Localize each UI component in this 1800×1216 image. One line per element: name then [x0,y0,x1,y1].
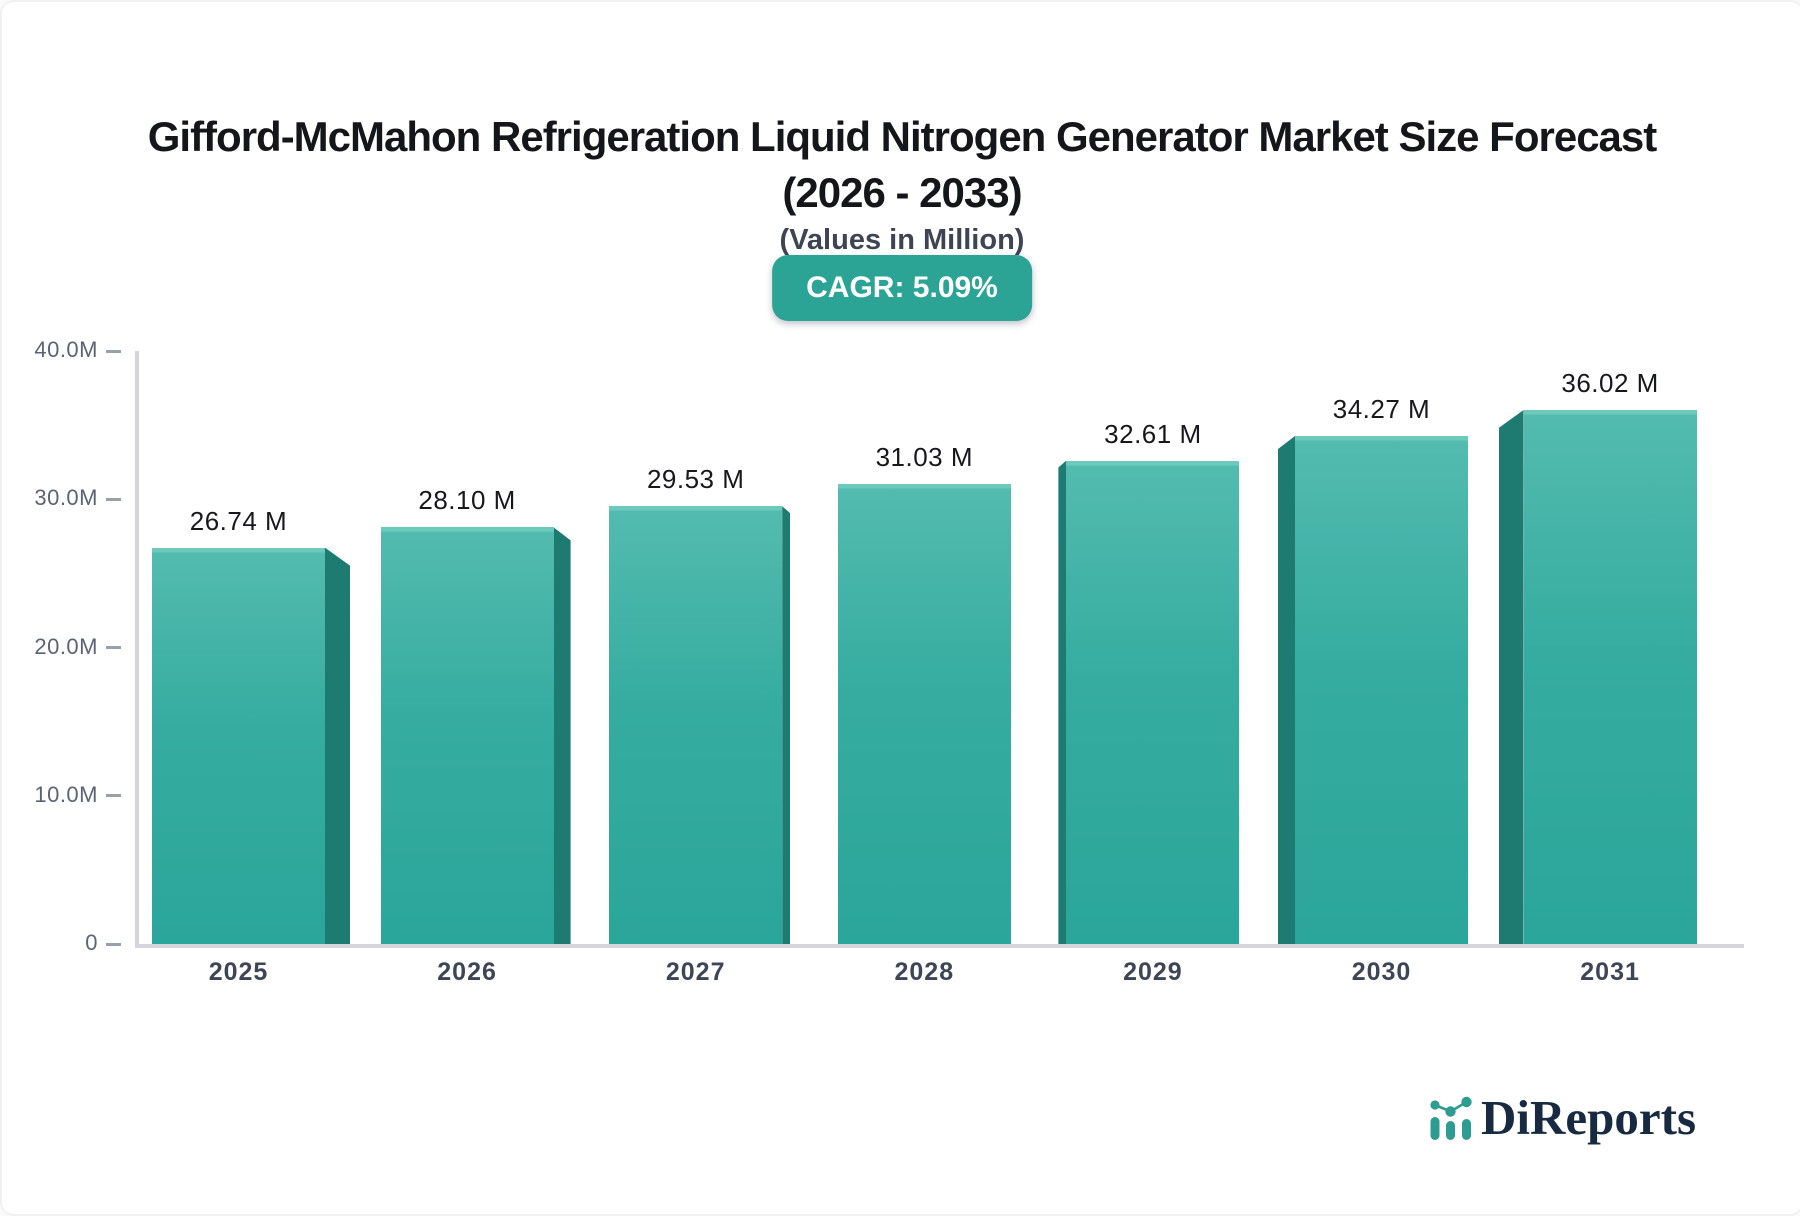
bar-side-face [1058,460,1067,944]
bar [1066,460,1240,944]
bar-side-face [325,547,350,944]
x-axis-label: 2028 [894,958,955,986]
x-axis-label: 2027 [665,958,726,986]
bar-value-label: 31.03 M [875,441,974,472]
y-tick-label: 0 [85,930,98,955]
bar [837,483,1011,944]
page-title-line2: (2026 - 2033) [782,169,1022,216]
y-tick-mark [106,942,121,946]
x-axis-label: 2031 [1580,958,1640,986]
x-axis-label: 2025 [208,958,269,986]
x-axis-label: 2030 [1351,958,1412,986]
y-tick-mark [106,646,121,649]
bar-value-label: 28.10 M [418,485,516,516]
bar [380,527,554,944]
bar-value-label: 36.02 M [1561,368,1659,398]
bar-side-face [1498,410,1524,944]
bar-value-label: 32.61 M [1104,418,1202,449]
bar [1523,410,1697,944]
bar-value-label: 26.74 M [189,505,288,536]
bar-side-face [1278,435,1295,944]
bar-chart-dots-icon [1430,1096,1472,1140]
cagr-badge: CAGR: 5.09% [772,255,1032,321]
x-axis-line [135,944,1744,948]
bar-side-face [553,527,571,944]
bar-value-label: 29.53 M [646,464,745,495]
y-tick-mark [106,349,121,353]
bar-value-label: 34.27 M [1332,393,1431,424]
y-tick-mark [106,497,121,501]
chart-subtitle: (Values in Million) [779,224,1025,256]
x-axis-label: 2026 [437,958,497,986]
bar [152,547,325,944]
y-tick-label: 40.0M [34,337,98,362]
bar [609,506,783,944]
y-tick-label: 20.0M [34,633,98,659]
y-tick-label: 30.0M [34,485,98,511]
direports-logo: DiReports [1428,1090,1696,1144]
bar-side-face [782,506,791,944]
logo-text: DiReports [1481,1090,1697,1145]
page-title-line1: Gifford-McMahon Refrigeration Liquid Nit… [147,113,1658,160]
y-tick-mark [106,794,121,798]
x-axis-label: 2029 [1123,958,1183,986]
bar [1295,435,1468,944]
y-axis-line [135,351,139,948]
y-tick-label: 10.0M [34,781,98,807]
